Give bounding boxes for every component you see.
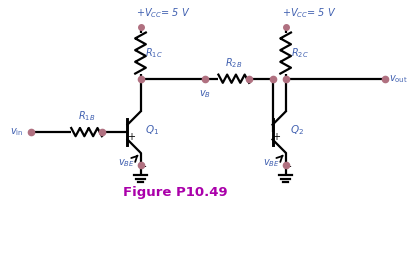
Text: −: − <box>138 162 147 172</box>
Text: $+V_{CC}$= 5 V: $+V_{CC}$= 5 V <box>282 6 336 20</box>
Text: $v_{\rm out}$: $v_{\rm out}$ <box>389 73 408 85</box>
Text: $R_{2C}$: $R_{2C}$ <box>291 46 309 60</box>
Text: +: + <box>127 132 135 142</box>
Text: $+V_{CC}$= 5 V: $+V_{CC}$= 5 V <box>136 6 191 20</box>
Text: $v_{BE}$: $v_{BE}$ <box>263 157 280 169</box>
Text: $R_{1B}$: $R_{1B}$ <box>78 109 95 123</box>
Text: $R_{2B}$: $R_{2B}$ <box>225 56 242 70</box>
Text: $Q_2$: $Q_2$ <box>290 123 304 137</box>
Text: $Q_1$: $Q_1$ <box>145 123 159 137</box>
Text: $v_{\rm in}$: $v_{\rm in}$ <box>10 126 23 138</box>
Text: −: − <box>283 162 292 172</box>
Text: Figure P10.49: Figure P10.49 <box>123 186 228 199</box>
Text: $R_{1C}$: $R_{1C}$ <box>145 46 163 60</box>
Text: $v_{BE}$: $v_{BE}$ <box>118 157 135 169</box>
Text: +: + <box>272 132 280 142</box>
Text: $v_B$: $v_B$ <box>199 88 211 100</box>
